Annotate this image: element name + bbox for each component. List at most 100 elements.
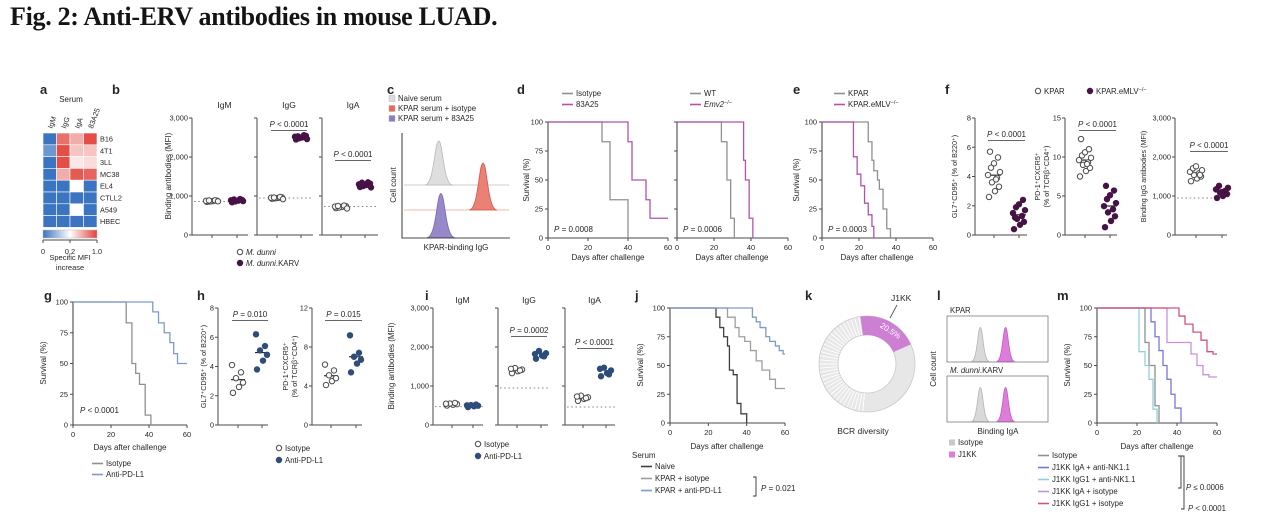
svg-text:J1KK: J1KK bbox=[958, 450, 977, 459]
svg-text:IgG: IgG bbox=[282, 100, 296, 110]
svg-text:KPAR serum + 83A25: KPAR serum + 83A25 bbox=[398, 114, 475, 123]
svg-text:4: 4 bbox=[304, 382, 308, 391]
svg-text:KPAR + anti-PD-L1: KPAR + anti-PD-L1 bbox=[655, 486, 722, 495]
svg-text:83A25: 83A25 bbox=[86, 107, 102, 130]
svg-text:10: 10 bbox=[1053, 153, 1061, 162]
svg-text:25: 25 bbox=[809, 205, 817, 214]
svg-text:Isotype: Isotype bbox=[958, 438, 983, 447]
svg-text:Survival (%): Survival (%) bbox=[39, 341, 48, 384]
svg-text:20: 20 bbox=[107, 430, 115, 439]
svg-text:Isotype: Isotype bbox=[576, 89, 601, 98]
svg-text:100: 100 bbox=[1080, 304, 1092, 313]
svg-text:3,000: 3,000 bbox=[170, 114, 189, 123]
svg-text:0: 0 bbox=[539, 234, 543, 243]
svg-text:0.2: 0.2 bbox=[65, 247, 75, 256]
svg-text:i: i bbox=[425, 288, 429, 303]
svg-text:3,000: 3,000 bbox=[1153, 114, 1172, 123]
svg-text:Isotype: Isotype bbox=[285, 444, 310, 453]
svg-text:75: 75 bbox=[809, 147, 817, 156]
svg-text:Specific MFI: Specific MFI bbox=[49, 253, 90, 262]
svg-text:0: 0 bbox=[1167, 231, 1171, 240]
svg-text:1,000: 1,000 bbox=[170, 192, 189, 201]
svg-text:IgA: IgA bbox=[73, 116, 85, 129]
svg-text:15: 15 bbox=[1053, 114, 1061, 123]
svg-text:Naive: Naive bbox=[655, 462, 675, 471]
svg-text:(% of TCRβ⁺CD4⁺): (% of TCRβ⁺CD4⁺) bbox=[1042, 146, 1051, 208]
svg-text:P < 0.0001: P < 0.0001 bbox=[575, 338, 614, 347]
svg-text:P = 0.0008: P = 0.0008 bbox=[554, 225, 593, 234]
svg-text:BCR diversity: BCR diversity bbox=[837, 426, 889, 436]
svg-text:0: 0 bbox=[210, 421, 214, 430]
svg-text:60: 60 bbox=[784, 243, 792, 252]
svg-text:20: 20 bbox=[710, 243, 718, 252]
panel-h: h 0 2 4 6 8 GL7⁺CD95⁺ (% of B220⁺) P = 0.010 0 4 8… bbox=[197, 288, 365, 465]
svg-text:J1KK IgG1 + isotype: J1KK IgG1 + isotype bbox=[1052, 499, 1123, 508]
svg-text:increase: increase bbox=[56, 263, 84, 272]
svg-text:100: 100 bbox=[805, 118, 817, 127]
svg-text:B16: B16 bbox=[100, 135, 113, 144]
svg-text:g: g bbox=[44, 288, 52, 303]
svg-text:M. dunni: M. dunni bbox=[246, 248, 276, 257]
svg-text:J1KK IgG1 + anti-NK1.1: J1KK IgG1 + anti-NK1.1 bbox=[1052, 475, 1135, 484]
svg-text:KPAR.eMLV−/−: KPAR.eMLV−/− bbox=[848, 100, 899, 109]
panel-a: a Serum IgM IgG IgA 83A25 B16 4T1 3LL MC38 EL4 CTLL… bbox=[40, 82, 122, 272]
svg-text:2,000: 2,000 bbox=[170, 153, 189, 162]
svg-text:a: a bbox=[40, 82, 48, 97]
svg-text:4: 4 bbox=[210, 362, 214, 371]
svg-text:25: 25 bbox=[1084, 390, 1092, 399]
svg-text:HBEC: HBEC bbox=[100, 217, 120, 226]
svg-text:c: c bbox=[387, 82, 394, 97]
svg-text:25: 25 bbox=[535, 205, 543, 214]
svg-text:2,000: 2,000 bbox=[1153, 153, 1172, 162]
svg-text:P < 0.0001: P < 0.0001 bbox=[987, 130, 1026, 139]
svg-text:20: 20 bbox=[584, 243, 592, 252]
svg-text:Anti-PD-L1: Anti-PD-L1 bbox=[106, 470, 144, 479]
svg-text:Serum: Serum bbox=[59, 95, 83, 104]
svg-text:Binding antibodies (MFI): Binding antibodies (MFI) bbox=[387, 322, 396, 409]
svg-text:5: 5 bbox=[1057, 192, 1061, 201]
svg-text:Isotype: Isotype bbox=[106, 459, 131, 468]
svg-text:Survival (%): Survival (%) bbox=[792, 158, 801, 201]
svg-text:P = 0.0003: P = 0.0003 bbox=[828, 225, 867, 234]
svg-text:60: 60 bbox=[929, 243, 937, 252]
svg-text:0: 0 bbox=[304, 421, 308, 430]
svg-text:KPAR serum + isotype: KPAR serum + isotype bbox=[398, 104, 476, 113]
svg-text:KPAR + isotype: KPAR + isotype bbox=[655, 474, 709, 483]
svg-text:75: 75 bbox=[60, 328, 68, 337]
svg-text:KPAR: KPAR bbox=[848, 89, 869, 98]
panel-l: l KPAR M. dunni.KARV Cell count Binding IgA I… bbox=[929, 288, 1049, 459]
svg-text:1,000: 1,000 bbox=[1153, 192, 1172, 201]
svg-text:60: 60 bbox=[183, 430, 191, 439]
svg-text:IgM: IgM bbox=[455, 295, 469, 305]
svg-text:P < 0.0001: P < 0.0001 bbox=[80, 406, 119, 415]
svg-text:KPAR.eMLV−/−: KPAR.eMLV−/− bbox=[1096, 87, 1147, 96]
svg-text:0: 0 bbox=[41, 247, 45, 256]
svg-text:(% of TCRβ⁺CD4⁺): (% of TCRβ⁺CD4⁺) bbox=[290, 336, 299, 398]
svg-text:f: f bbox=[945, 82, 950, 97]
svg-text:P < 0.0001: P < 0.0001 bbox=[270, 120, 309, 129]
svg-text:P ≤ 0.0006: P ≤ 0.0006 bbox=[1186, 483, 1224, 492]
svg-text:75: 75 bbox=[535, 147, 543, 156]
svg-text:0: 0 bbox=[71, 430, 75, 439]
svg-text:2: 2 bbox=[967, 201, 971, 210]
svg-text:Serum: Serum bbox=[632, 451, 656, 460]
svg-text:40: 40 bbox=[624, 243, 632, 252]
svg-text:3,000: 3,000 bbox=[411, 304, 430, 313]
panel-j: j 0 25 50 75 100 0 20 40 60 Survival (%) Days after… bbox=[632, 288, 796, 497]
svg-text:50: 50 bbox=[535, 176, 543, 185]
svg-text:0: 0 bbox=[967, 231, 971, 240]
svg-text:8: 8 bbox=[304, 343, 308, 352]
svg-text:0: 0 bbox=[1057, 231, 1061, 240]
svg-text:Days after challenge: Days after challenge bbox=[1121, 442, 1194, 451]
svg-text:0: 0 bbox=[813, 234, 817, 243]
svg-text:0: 0 bbox=[546, 243, 550, 252]
svg-text:0: 0 bbox=[661, 419, 665, 428]
svg-text:j: j bbox=[634, 288, 639, 303]
svg-text:83A25: 83A25 bbox=[576, 100, 599, 109]
svg-text:Binding antibodies (MFI): Binding antibodies (MFI) bbox=[164, 132, 173, 219]
svg-text:Days after challenge: Days after challenge bbox=[691, 442, 764, 451]
